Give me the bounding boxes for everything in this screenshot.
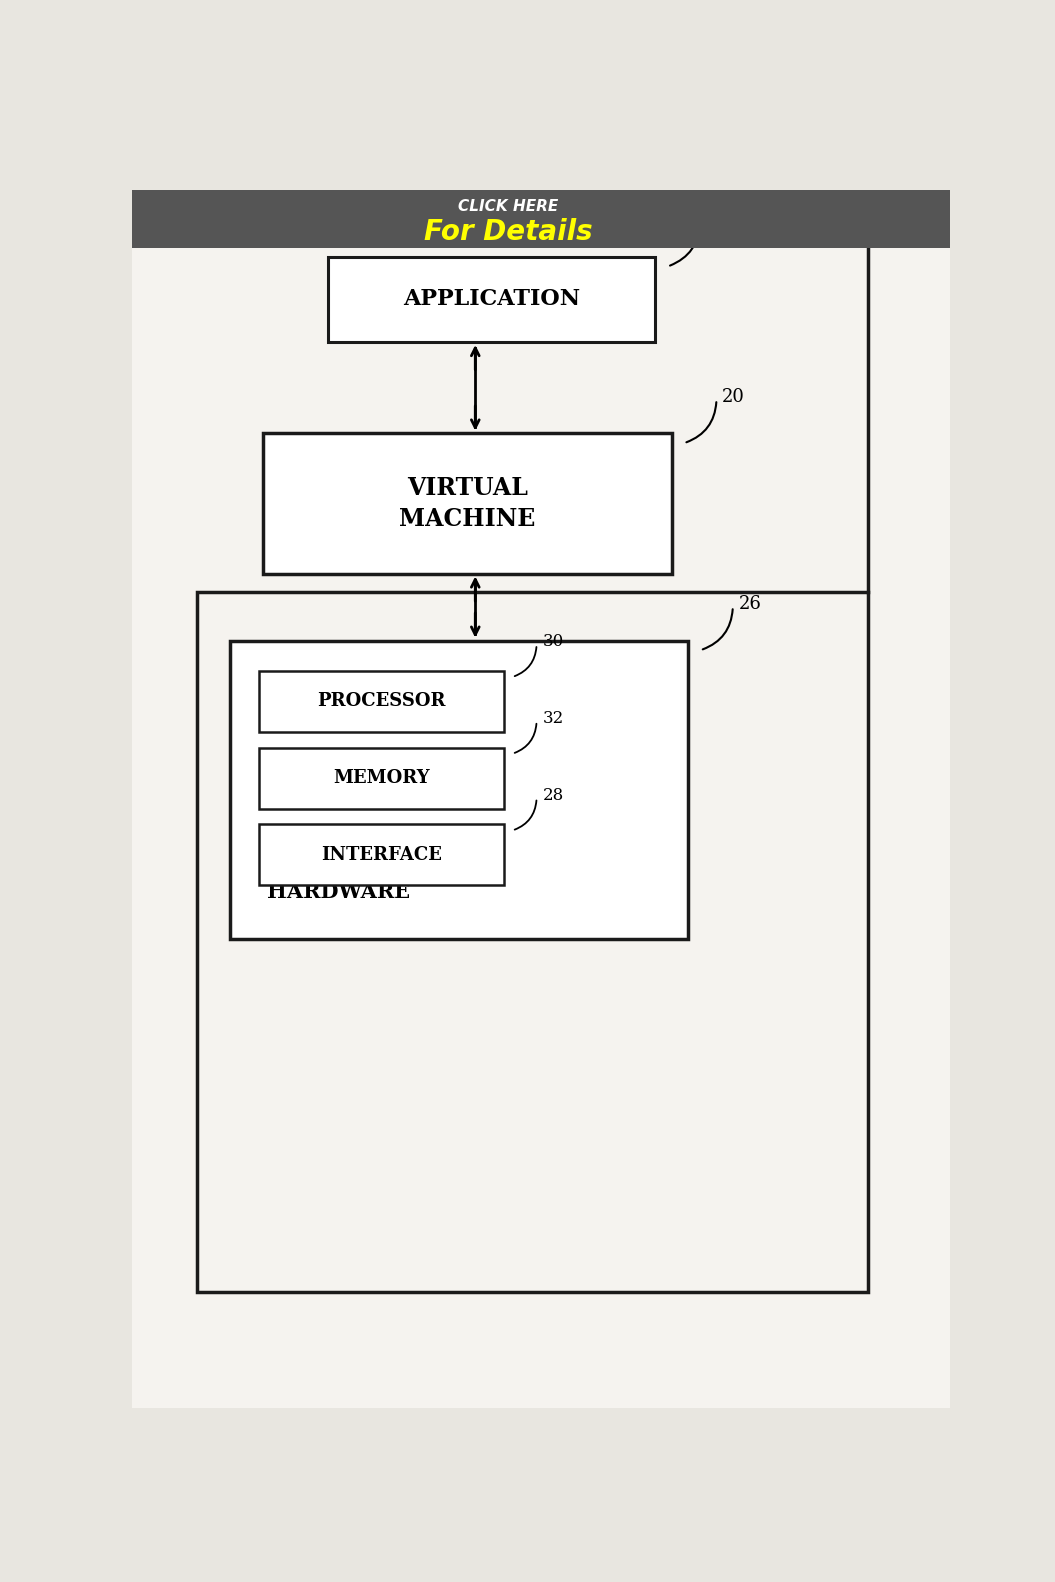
Bar (328, 256, 655, 342)
Bar (263, 433, 671, 574)
Bar (258, 748, 504, 808)
Text: 26: 26 (738, 595, 762, 612)
Text: VIRTUAL
MACHINE: VIRTUAL MACHINE (399, 476, 535, 532)
Text: CLICK HERE: CLICK HERE (458, 199, 558, 214)
Text: 20: 20 (723, 388, 745, 407)
Bar (132, 190, 950, 248)
Text: APPLICATION: APPLICATION (403, 288, 580, 310)
Text: HARDWARE: HARDWARE (267, 883, 410, 902)
Bar (258, 824, 504, 886)
Text: 28: 28 (542, 786, 563, 804)
Text: PROCESSOR: PROCESSOR (316, 693, 445, 710)
Text: INTERFACE: INTERFACE (321, 846, 442, 864)
Bar (230, 641, 688, 940)
Bar (258, 671, 504, 732)
Text: MEMORY: MEMORY (333, 769, 429, 788)
Text: 32: 32 (542, 710, 563, 728)
Text: For Details: For Details (424, 218, 592, 245)
Text: 30: 30 (542, 633, 563, 650)
Bar (197, 592, 867, 1292)
Text: 24: 24 (706, 209, 729, 226)
